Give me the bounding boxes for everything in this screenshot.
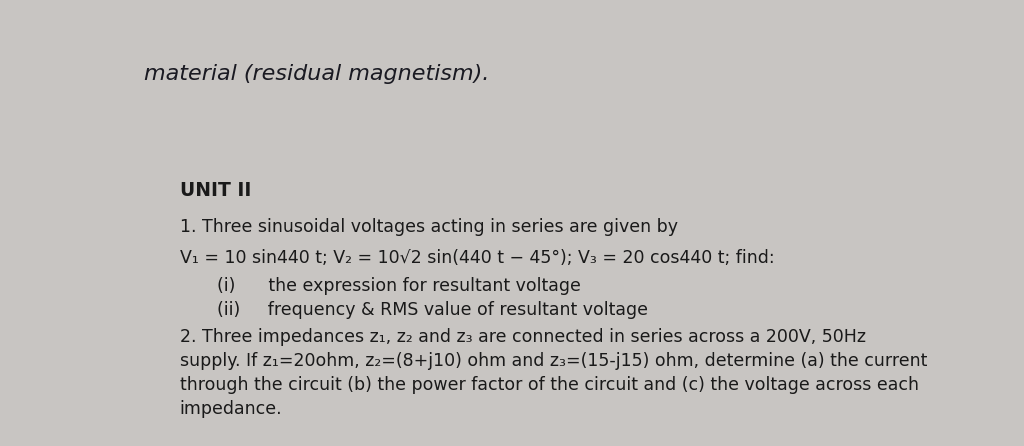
Text: 2. Three impedances z₁, z₂ and z₃ are connected in series across a 200V, 50Hz: 2. Three impedances z₁, z₂ and z₃ are co… xyxy=(179,328,865,346)
Text: V₁ = 10 sin440 t; V₂ = 10√2 sin(440 t − 45°); V₃ = 20 cos440 t; find:: V₁ = 10 sin440 t; V₂ = 10√2 sin(440 t − … xyxy=(179,249,774,267)
Text: (i)      the expression for resultant voltage: (i) the expression for resultant voltage xyxy=(196,277,582,295)
Text: impedance.: impedance. xyxy=(179,401,283,418)
Text: material (residual magnetism).: material (residual magnetism). xyxy=(143,64,489,84)
Text: 1. Three sinusoidal voltages acting in series are given by: 1. Three sinusoidal voltages acting in s… xyxy=(179,219,678,236)
Text: (ii)     frequency & RMS value of resultant voltage: (ii) frequency & RMS value of resultant … xyxy=(196,301,648,319)
Text: through the circuit (b) the power factor of the circuit and (c) the voltage acro: through the circuit (b) the power factor… xyxy=(179,376,919,394)
Text: supply. If z₁=20ohm, z₂=(8+j10) ohm and z₃=(15-j15) ohm, determine (a) the curre: supply. If z₁=20ohm, z₂=(8+j10) ohm and … xyxy=(179,352,927,370)
Text: UNIT II: UNIT II xyxy=(179,181,251,200)
